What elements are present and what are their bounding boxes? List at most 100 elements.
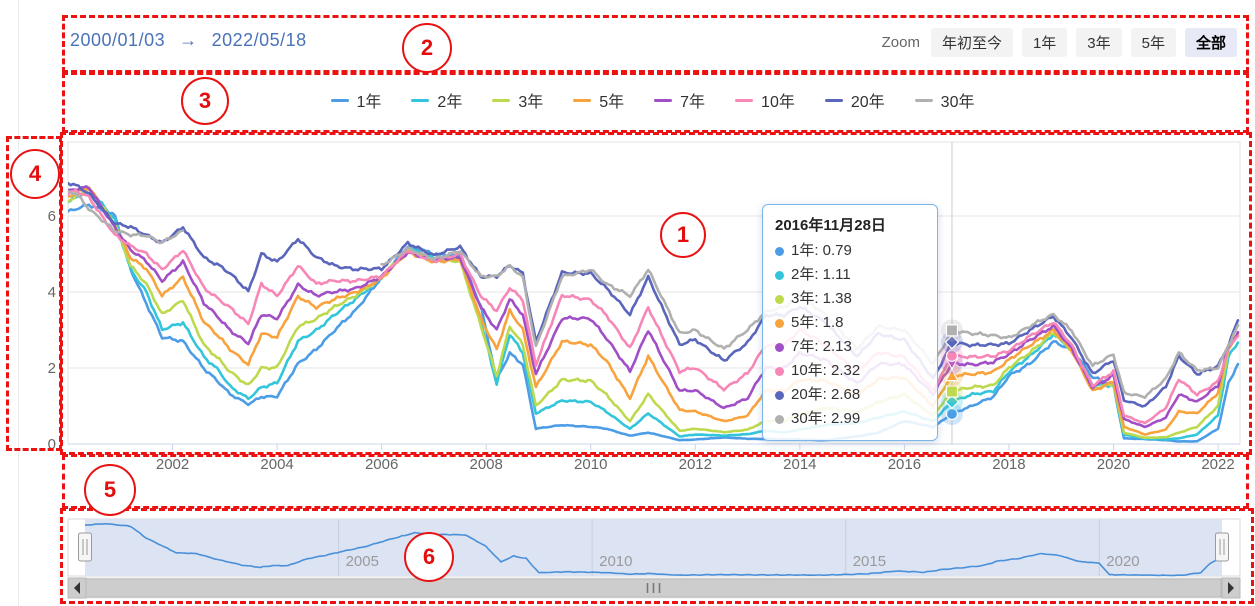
tooltip-row-y20: 20年: 2.68	[775, 383, 925, 407]
legend-item-y20[interactable]: 20年	[824, 88, 885, 112]
tooltip-row-value: 30年: 2.99	[791, 410, 861, 427]
navigator-label: 2005	[346, 553, 379, 570]
hover-marker-y10	[945, 349, 959, 362]
series-line-y1[interactable]	[68, 203, 1240, 443]
series-group	[68, 181, 1240, 443]
series-dot-icon	[775, 342, 784, 352]
y-axis-label: 4	[48, 284, 56, 301]
hover-marker-y30	[945, 324, 959, 337]
page-left-border	[18, 0, 19, 606]
legend-item-label: 7年	[680, 94, 706, 111]
series-line-y5[interactable]	[68, 186, 1240, 436]
x-axis-label: 2018	[992, 456, 1025, 473]
zoom-button-1y[interactable]: 1年	[1021, 28, 1068, 57]
series-line-y10[interactable]	[68, 188, 1240, 425]
legend-item-label: 3年	[518, 94, 544, 111]
legend-item-label: 1年	[356, 94, 382, 111]
zoom-button-3y[interactable]: 3年	[1076, 28, 1122, 57]
legend-item-label: 30年	[940, 94, 975, 111]
legend-line-icon	[492, 98, 511, 102]
legend-item-y3[interactable]: 3年	[492, 88, 543, 112]
navigator-label: 2010	[599, 553, 632, 570]
hover-marker-y2	[944, 394, 960, 410]
tooltip-row-y5: 5年: 1.8	[775, 311, 925, 335]
series-dot-icon	[775, 294, 784, 304]
scroll-left-arrow-icon	[74, 582, 80, 594]
date-from[interactable]: 2000/01/03	[70, 30, 166, 50]
legend-item-y5[interactable]: 5年	[573, 88, 624, 112]
tooltip-row-y2: 2年: 1.11	[775, 263, 925, 287]
series-dot-icon	[775, 246, 784, 256]
legend-item-label: 5年	[599, 94, 625, 111]
x-axis-label: 2020	[1097, 456, 1130, 473]
tooltip-row-value: 10年: 2.32	[791, 362, 861, 379]
legend-line-icon	[824, 98, 843, 102]
tooltip-rows: 1年: 0.79 2年: 1.11 3年: 1.38 5年: 1.8 7年: 2.13 1…	[775, 239, 925, 431]
navigator-label: 2020	[1106, 553, 1139, 570]
tooltip-row-value: 2年: 1.11	[791, 266, 851, 283]
zoom-label: Zoom	[881, 34, 920, 51]
x-axis-label: 2016	[888, 456, 921, 473]
legend-item-y30[interactable]: 30年	[914, 88, 975, 112]
legend-item-label: 20年	[850, 94, 885, 111]
navigator-handle-right[interactable]	[1215, 532, 1229, 562]
series-dot-icon	[775, 390, 784, 400]
zoom-button-all[interactable]: 全部	[1184, 28, 1237, 57]
legend-line-icon	[573, 98, 592, 102]
y-axis-label: 2	[48, 360, 56, 377]
navigator-selected-range[interactable]	[85, 519, 1222, 576]
legend-line-icon	[654, 98, 673, 102]
legend-item-label: 2年	[437, 94, 463, 111]
series-dot-icon	[775, 366, 784, 376]
navigator-series-line	[85, 522, 1221, 577]
series-dot-icon	[775, 270, 784, 280]
scroll-right-arrow-icon	[1228, 582, 1234, 594]
series-line-y7[interactable]	[68, 185, 1240, 429]
legend-item-y10[interactable]: 10年	[735, 88, 795, 112]
legend-line-icon	[411, 98, 430, 102]
series-dot-icon	[775, 414, 784, 424]
y-axis-label: 6	[48, 208, 56, 225]
x-axis-label: 2022	[1201, 456, 1234, 473]
tooltip-row-y3: 3年: 1.38	[775, 287, 925, 311]
zoom-button-ytd[interactable]: 年初至今	[930, 28, 1013, 57]
hover-marker-y20	[944, 334, 960, 350]
hover-marker-y5	[944, 368, 959, 382]
tooltip-row-y10: 10年: 2.32	[775, 359, 925, 383]
tooltip-row-value: 1年: 0.79	[791, 242, 852, 259]
zoom-button-5y[interactable]: 5年	[1130, 28, 1176, 57]
tooltip-row-y1: 1年: 0.79	[775, 239, 925, 263]
tooltip-row-value: 5年: 1.8	[791, 314, 844, 331]
tooltip-row-value: 7年: 2.13	[791, 338, 852, 355]
legend-line-icon	[914, 98, 933, 102]
series-dot-icon	[775, 318, 784, 328]
tooltip-date: 2016年11月28日	[775, 217, 886, 234]
chart-tooltip: 2016年11月28日 1年: 0.79 2年: 1.11 3年: 1.38 5年: …	[762, 204, 938, 441]
tooltip-row-y30: 30年: 2.99	[775, 407, 925, 431]
legend-item-y7[interactable]: 7年	[654, 88, 705, 112]
legend-item-y1[interactable]: 1年	[330, 88, 382, 112]
x-axis-label: 2002	[156, 456, 189, 473]
x-axis-label: 2004	[260, 456, 293, 473]
x-axis-label: 2006	[365, 456, 398, 473]
series-line-y3[interactable]	[68, 187, 1240, 440]
legend-line-icon	[330, 98, 349, 102]
date-to[interactable]: 2022/05/18	[211, 30, 307, 50]
tooltip-row-y7: 7年: 2.13	[775, 335, 925, 359]
navigator-label: 2015	[853, 553, 886, 570]
zoom-toolbar: Zoom 年初至今 1年 3年 5年 全部	[882, 28, 1237, 57]
legend-item-label: 10年	[761, 94, 795, 111]
tooltip-row-value: 3年: 1.38	[791, 290, 852, 307]
x-axis-label: 2012	[679, 456, 712, 473]
series-line-y20[interactable]	[68, 181, 1240, 408]
tooltip-row-value: 20年: 2.68	[791, 386, 861, 403]
x-axis-label: 2014	[783, 456, 816, 473]
x-axis-label: 2010	[574, 456, 607, 473]
arrow-right-icon: →	[179, 30, 198, 50]
y-axis-label: 0	[48, 436, 56, 453]
legend-item-y2[interactable]: 2年	[411, 88, 462, 112]
navigator-handle-left[interactable]	[78, 532, 92, 562]
hover-marker-y3	[945, 385, 959, 398]
